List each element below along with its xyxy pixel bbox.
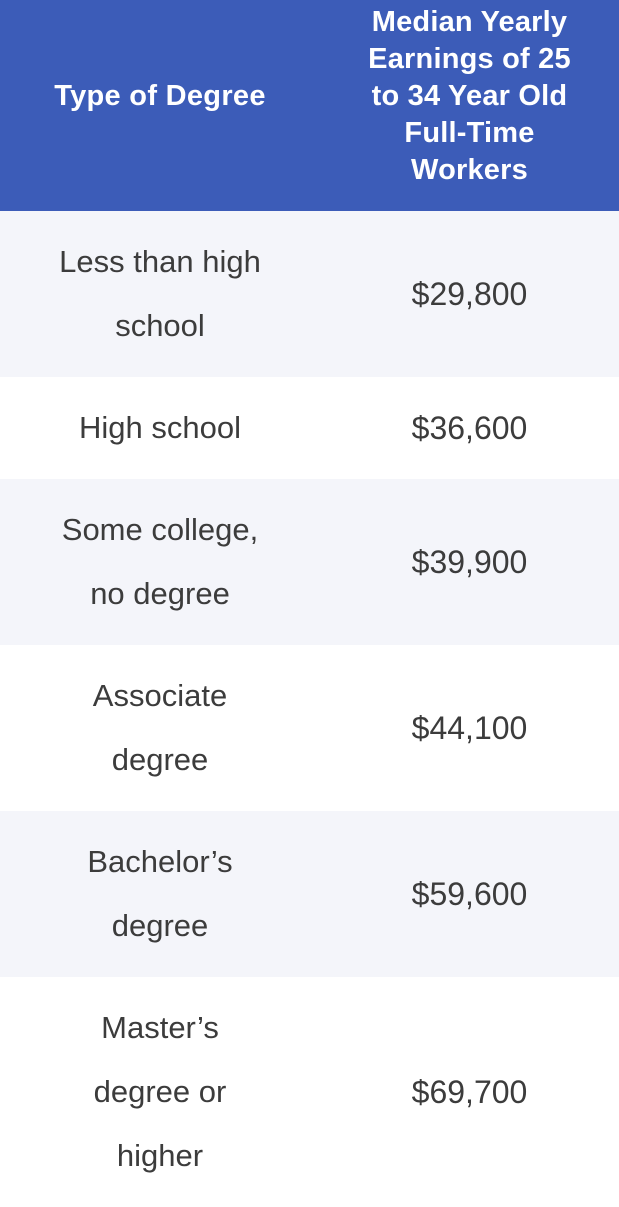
table-row: Less than high school $29,800 [0,211,619,377]
earnings-value: $44,100 [411,709,528,746]
column-header-earnings-line: Earnings of 25 [368,43,571,75]
degree-cell: Bachelor’s degree [0,830,320,958]
earnings-value: $39,900 [411,543,528,580]
column-header-earnings-line: Median Yearly [371,6,568,38]
table-row: Master’s degree or higher $69,700 [0,977,619,1207]
degree-label: Associate [92,678,228,713]
column-header-earnings: Median Yearly Earnings of 25 to 34 Year … [320,4,619,189]
degree-cell: High school [0,396,320,460]
table-row: Associate degree $44,100 [0,645,619,811]
degree-cell: Associate degree [0,664,320,792]
degree-label: High school [79,410,241,445]
table-row: High school $36,600 [0,377,619,479]
degree-label: Less than high [59,244,261,279]
degree-cell: Some college, no degree [0,498,320,626]
degree-label: no degree [90,576,230,611]
table-header-row: Type of Degree Median Yearly Earnings of… [0,0,619,211]
earnings-value: $59,600 [411,875,528,912]
degree-label: degree or [93,1074,227,1109]
degree-label: higher [116,1138,204,1173]
degree-label: school [115,308,205,343]
table-row: Some college, no degree $39,900 [0,479,619,645]
table-row: Bachelor’s degree $59,600 [0,811,619,977]
column-header-degree: Type of Degree [54,80,266,112]
earnings-value: $36,600 [411,409,528,446]
column-header-earnings-line: Workers [411,154,528,186]
column-header-earnings-line: Full-Time [404,117,535,149]
degree-cell: Master’s degree or higher [0,996,320,1188]
degree-cell: Less than high school [0,230,320,358]
degree-label: Some college, [61,512,259,547]
earnings-value: $69,700 [411,1073,528,1110]
column-header-earnings-line: to 34 Year Old [371,80,568,112]
degree-label: Master’s [101,1010,219,1045]
degree-label: degree [111,908,209,943]
degree-label: degree [111,742,209,777]
earnings-value: $29,800 [411,275,528,312]
degree-label: Bachelor’s [87,844,233,879]
